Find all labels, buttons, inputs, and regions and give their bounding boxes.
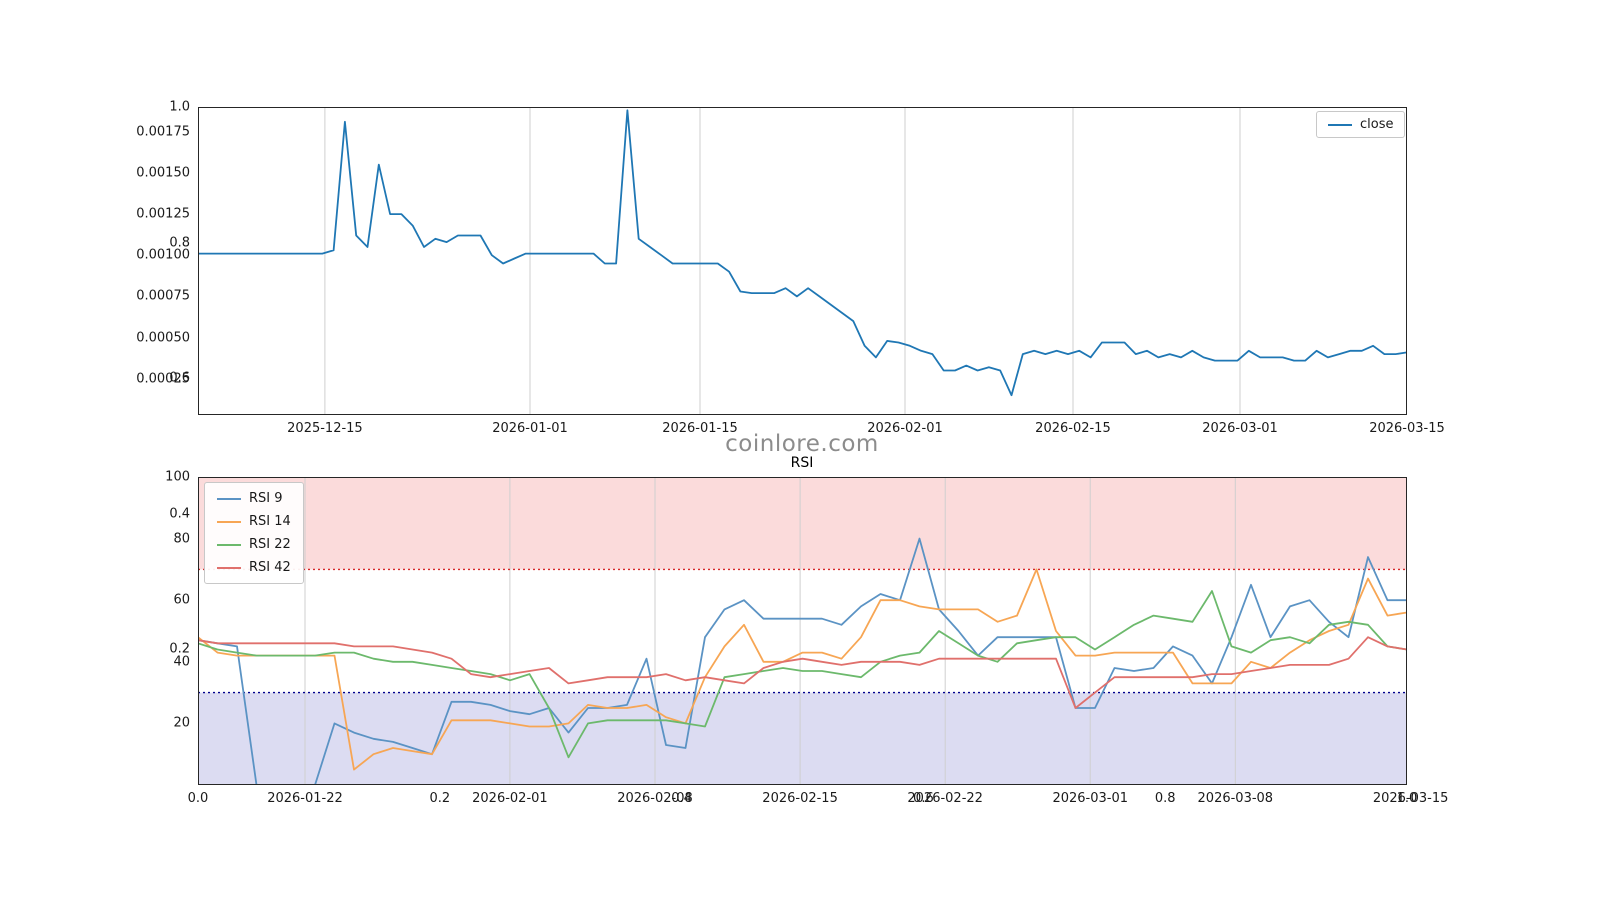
- tick-label: 2026-02-15: [762, 791, 838, 806]
- tick-label: 0.00100: [136, 247, 190, 263]
- rsi-chart-title: RSI: [790, 455, 814, 471]
- price-chart: [198, 107, 1408, 419]
- tick-label: 2026-02-01: [472, 791, 548, 806]
- tick-label: 2026-02-08: [617, 791, 693, 806]
- tick-label: 0.00175: [136, 124, 190, 140]
- rsi-chart-svg: [197, 477, 1412, 786]
- tick-label: 20: [173, 715, 190, 731]
- tick-label: 0.8: [169, 235, 190, 251]
- tick-label: 2026-03-08: [1197, 791, 1274, 806]
- rsi14-legend-entry: RSI 14: [217, 514, 291, 529]
- tick-label: 2026-03-15: [1372, 791, 1449, 806]
- rsi-legend: RSI 9 RSI 14 RSI 22 RSI 42: [204, 482, 304, 584]
- rsi14-legend-label: RSI 14: [249, 514, 291, 529]
- rsi9-legend-label: RSI 9: [249, 491, 283, 506]
- tick-label: 80: [173, 531, 190, 547]
- tick-label: 0.00125: [136, 206, 190, 222]
- rsi-chart: [197, 477, 1412, 789]
- rsi42-legend-entry: RSI 42: [217, 560, 291, 575]
- rsi14-line-sample: [217, 520, 241, 523]
- tick-label: 0.0: [187, 791, 209, 806]
- close-legend-label: close: [1360, 117, 1394, 132]
- tick-label: 2025-12-15: [287, 421, 363, 436]
- tick-label: 0.6: [169, 370, 190, 386]
- tick-label: 0.4: [169, 506, 190, 522]
- tick-label: 2026-01-01: [492, 421, 568, 436]
- tick-label: 0.00025: [136, 371, 190, 387]
- rsi22-legend-entry: RSI 22: [217, 537, 291, 552]
- price-chart-svg: [198, 107, 1408, 415]
- tick-label: 100: [165, 469, 190, 485]
- tick-label: 2026-03-01: [1052, 791, 1129, 806]
- tick-label: 2026-03-15: [1369, 421, 1445, 436]
- tick-label: 0.00150: [136, 165, 190, 181]
- rsi42-legend-label: RSI 42: [249, 560, 291, 575]
- tick-label: 0.8: [1154, 791, 1176, 806]
- tick-label: 1.0: [169, 99, 190, 115]
- tick-label: 0.2: [169, 641, 190, 657]
- tick-label: 0.00075: [136, 288, 190, 304]
- close-line-sample: [1328, 123, 1352, 126]
- rsi22-line-sample: [217, 543, 241, 546]
- tick-label: 2026-02-22: [907, 791, 983, 806]
- tick-label: 0.00050: [136, 330, 190, 346]
- rsi9-legend-entry: RSI 9: [217, 491, 291, 506]
- tick-label: 0.4: [671, 791, 692, 806]
- tick-label: 2026-03-01: [1202, 421, 1278, 436]
- rsi22-legend-label: RSI 22: [249, 537, 291, 552]
- watermark: coinlore.com: [725, 431, 879, 457]
- rsi9-line-sample: [217, 497, 241, 500]
- tick-label: 40: [173, 654, 190, 670]
- price-legend: close: [1316, 111, 1406, 138]
- tick-label: 1.0: [1396, 791, 1418, 806]
- tick-label: 60: [173, 592, 190, 608]
- tick-label: 0.6: [913, 791, 934, 806]
- tick-label: 2026-01-22: [267, 791, 343, 806]
- tick-label: 0.2: [429, 791, 451, 806]
- rsi42-line-sample: [217, 566, 241, 569]
- tick-label: 2026-02-15: [1035, 421, 1111, 436]
